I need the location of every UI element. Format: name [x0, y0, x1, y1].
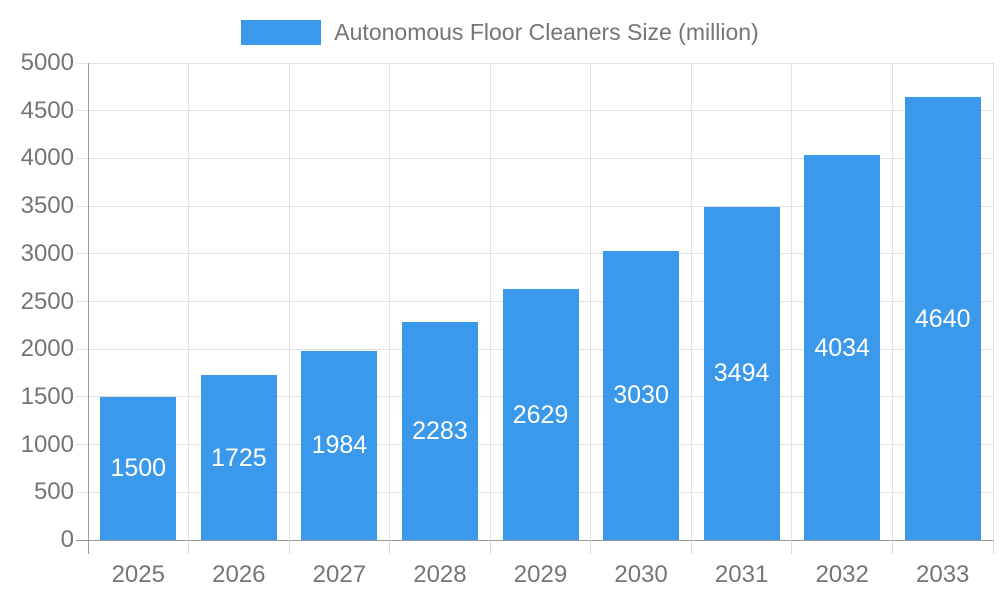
- bar-value-label: 2283: [412, 417, 468, 446]
- y-tick: [76, 62, 88, 64]
- y-tick: [76, 205, 88, 207]
- bar-2031: [703, 206, 780, 540]
- x-gridline: [489, 63, 491, 540]
- legend-label: Autonomous Floor Cleaners Size (million): [334, 19, 759, 45]
- legend: Autonomous Floor Cleaners Size (million): [0, 19, 1000, 45]
- x-gridline: [188, 63, 190, 540]
- y-axis-line: [87, 63, 89, 554]
- bar-value-label: 3030: [613, 381, 669, 410]
- x-axis-label: 2026: [212, 561, 266, 588]
- bar-value-label: 4640: [914, 304, 971, 333]
- x-gridline: [690, 63, 692, 540]
- y-tick: [76, 157, 88, 159]
- bar-2033: [904, 97, 981, 540]
- y-gridline: [88, 157, 993, 159]
- bar-value-label: 1500: [110, 454, 167, 483]
- x-axis-label: 2027: [312, 561, 367, 588]
- x-tick: [690, 540, 692, 554]
- bar-2029: [502, 289, 579, 540]
- y-axis-label: 1000: [20, 430, 74, 458]
- x-axis-label: 2025: [111, 561, 165, 588]
- bar-2025: [100, 396, 177, 540]
- bar-value-label: 2629: [512, 400, 569, 429]
- x-tick: [288, 540, 290, 554]
- bar-value-label: 1984: [311, 431, 368, 460]
- bar-2032: [804, 155, 881, 540]
- y-axis-label: 2000: [20, 335, 74, 363]
- x-axis-label: 2030: [614, 561, 668, 588]
- y-axis-label: 2500: [20, 287, 74, 315]
- x-axis-label: 2032: [815, 561, 869, 588]
- x-axis-label: 2029: [513, 561, 568, 588]
- y-gridline: [88, 62, 993, 64]
- x-axis-label: 2031: [714, 561, 769, 588]
- y-axis-label: 5000: [20, 49, 74, 76]
- y-axis-label: 0: [60, 526, 74, 553]
- x-gridline: [590, 63, 592, 540]
- y-gridline: [88, 205, 993, 207]
- y-tick: [76, 491, 88, 493]
- bar-value-label: 1725: [211, 443, 267, 472]
- x-tick: [188, 540, 190, 554]
- x-axis-label: 2028: [413, 561, 467, 588]
- x-tick: [992, 540, 994, 554]
- y-axis-label: 4000: [20, 144, 74, 172]
- y-tick: [76, 301, 88, 302]
- y-tick: [76, 253, 88, 255]
- x-tick: [891, 540, 893, 554]
- legend-swatch: [241, 19, 322, 45]
- x-gridline: [891, 63, 893, 540]
- x-gridline: [992, 63, 994, 540]
- y-axis-label: 500: [33, 478, 74, 506]
- x-gridline: [791, 63, 793, 540]
- y-axis-label: 3000: [20, 239, 74, 267]
- y-tick: [76, 110, 88, 112]
- y-tick: [76, 444, 88, 446]
- bar-value-label: 3494: [713, 359, 770, 388]
- bar-value-label: 4034: [814, 333, 870, 362]
- x-tick: [489, 540, 491, 554]
- y-axis-label: 4500: [20, 96, 74, 124]
- y-axis-label: 1500: [20, 382, 74, 410]
- x-tick: [590, 540, 592, 554]
- y-tick: [76, 348, 88, 350]
- y-gridline: [88, 253, 993, 255]
- bar-2030: [603, 250, 680, 540]
- x-axis-line: [76, 540, 993, 541]
- bar-2028: [401, 322, 478, 540]
- x-gridline: [389, 63, 391, 540]
- bar-2027: [301, 350, 378, 540]
- bar-2026: [200, 375, 277, 540]
- x-axis-label: 2033: [916, 561, 970, 588]
- y-gridline: [88, 110, 993, 112]
- x-tick: [389, 540, 391, 554]
- y-tick: [76, 396, 88, 398]
- x-tick: [791, 540, 793, 554]
- x-gridline: [288, 63, 290, 540]
- y-axis-label: 3500: [20, 192, 74, 220]
